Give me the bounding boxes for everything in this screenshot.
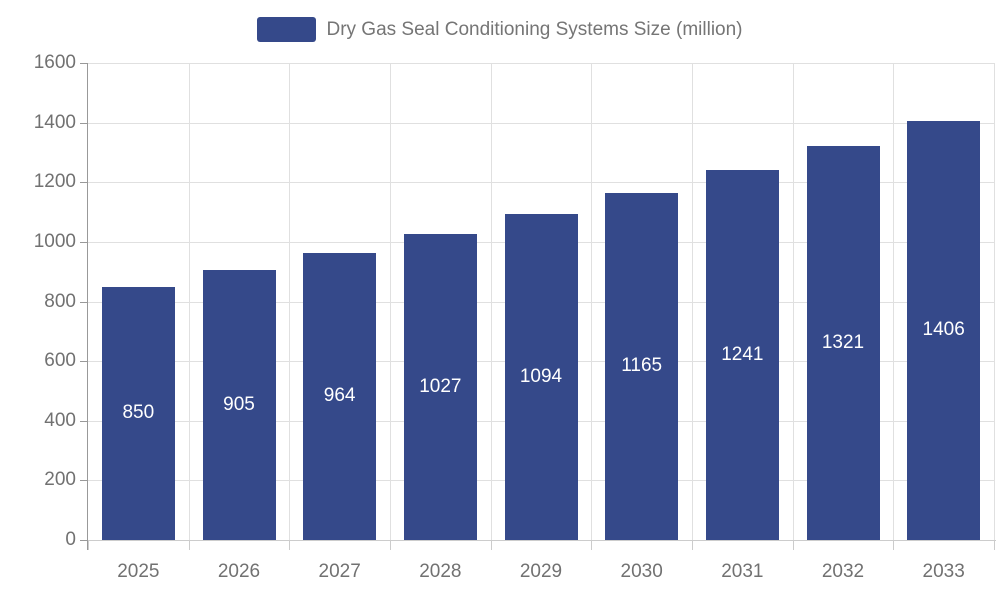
x-axis-tick <box>591 540 593 550</box>
gridline-horizontal <box>88 63 994 64</box>
bar[interactable]: 1094 <box>504 213 578 540</box>
y-tick-label: 1600 <box>33 52 76 73</box>
x-tick-label: 2027 <box>318 561 361 582</box>
gridline-vertical <box>893 63 895 540</box>
y-axis-tick <box>80 241 88 243</box>
y-tick-label: 400 <box>44 409 76 431</box>
gridline-vertical <box>591 63 593 540</box>
gridline-vertical <box>792 63 794 540</box>
y-axis-tick <box>80 480 88 482</box>
bar-value-label: 1321 <box>821 332 865 354</box>
x-tick-label: 2026 <box>217 561 261 582</box>
bar-value-label: 1165 <box>621 355 663 377</box>
gridline-vertical <box>390 63 391 540</box>
y-axis-tick <box>80 540 88 541</box>
y-tick-label: 200 <box>44 469 76 491</box>
x-axis-tick <box>188 540 190 550</box>
x-axis-tick <box>289 540 291 550</box>
gridline-vertical <box>490 63 492 540</box>
legend-swatch <box>257 17 317 42</box>
gridline-horizontal <box>88 182 994 184</box>
bar[interactable]: 1027 <box>403 233 477 540</box>
x-axis-tick <box>994 540 995 550</box>
bar-value-label: 905 <box>223 394 255 416</box>
x-axis-tick <box>88 540 89 550</box>
x-tick-label: 2025 <box>117 561 160 582</box>
x-tick-label: 2031 <box>721 561 764 582</box>
y-axis-tick <box>80 182 88 184</box>
x-axis-tick <box>893 540 895 550</box>
y-tick-label: 0 <box>65 529 76 550</box>
bar-value-label: 1241 <box>721 344 764 365</box>
bar[interactable]: 905 <box>202 270 276 540</box>
x-axis-tick <box>792 540 794 550</box>
bar[interactable]: 1165 <box>605 192 679 540</box>
bar[interactable]: 1321 <box>806 146 880 540</box>
y-axis-tick <box>80 420 88 422</box>
bar[interactable]: 850 <box>101 286 175 540</box>
plot-area: 850 905 964 1027 1094 1165 1241 1321 1406 <box>88 63 995 540</box>
x-axis-tick <box>692 540 693 550</box>
bar[interactable]: 1406 <box>907 120 981 540</box>
bar-value-label: 1027 <box>419 375 462 397</box>
gridline-vertical <box>188 63 190 540</box>
gridline-vertical <box>692 63 693 540</box>
y-tick-label: 1200 <box>33 171 76 193</box>
bar-value-label: 1406 <box>922 319 965 341</box>
y-axis-line <box>87 63 88 550</box>
bar-value-label: 1094 <box>519 365 563 387</box>
y-axis-tick <box>80 63 88 64</box>
x-tick-label: 2032 <box>821 561 865 582</box>
bar-value-label: 964 <box>323 385 356 407</box>
x-tick-label: 2033 <box>922 561 965 582</box>
x-tick-label: 2030 <box>620 561 663 582</box>
legend-label: Dry Gas Seal Conditioning Systems Size (… <box>326 18 743 40</box>
gridline-horizontal <box>88 122 994 124</box>
y-axis-tick <box>80 361 88 363</box>
y-tick-label: 1000 <box>33 230 76 252</box>
gridline-vertical <box>994 63 995 540</box>
y-tick-label: 1400 <box>33 111 76 133</box>
x-axis-tick <box>390 540 391 550</box>
y-axis-tick <box>80 301 88 303</box>
y-tick-label: 800 <box>44 290 76 312</box>
gridline-vertical <box>289 63 291 540</box>
x-axis-tick <box>490 540 492 550</box>
y-tick-label: 600 <box>44 350 76 372</box>
x-axis-line <box>88 540 996 541</box>
bar-value-label: 850 <box>122 402 155 424</box>
legend[interactable]: Dry Gas Seal Conditioning Systems Size (… <box>0 17 1000 42</box>
x-tick-label: 2028 <box>419 561 462 582</box>
x-tick-label: 2029 <box>519 561 563 582</box>
y-axis-tick <box>80 122 88 124</box>
bar[interactable]: 964 <box>303 252 377 540</box>
bar[interactable]: 1241 <box>705 170 779 540</box>
